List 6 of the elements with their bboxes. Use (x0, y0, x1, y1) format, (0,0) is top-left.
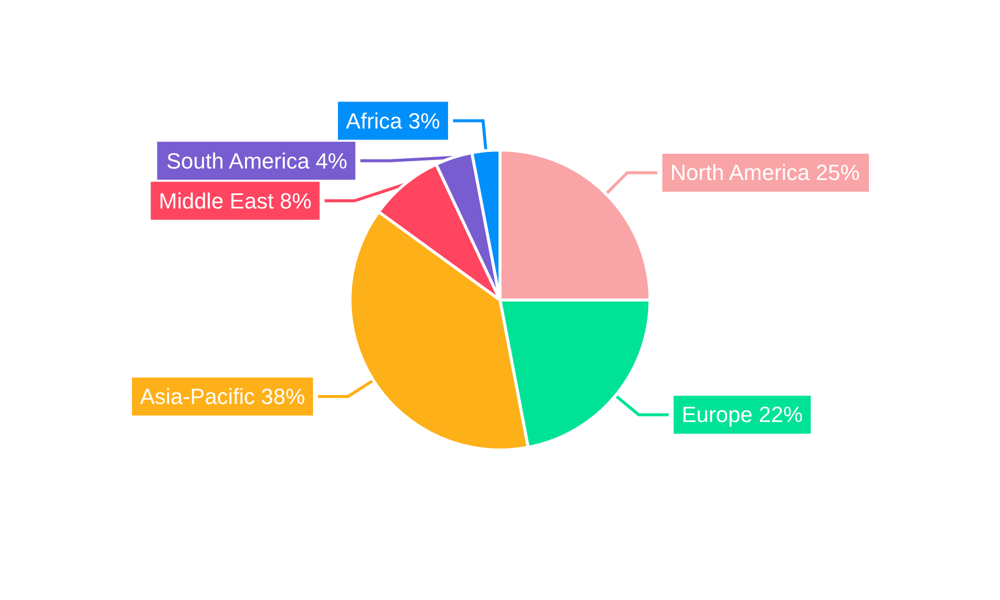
slice-label: Africa 3% (346, 108, 440, 134)
slice-label: South America 4% (166, 148, 348, 174)
slice-label: North America 25% (670, 160, 860, 186)
slice-label: Europe 22% (682, 402, 803, 428)
slice-label: Middle East 8% (158, 188, 312, 214)
slice-label: Asia-Pacific 38% (140, 384, 306, 409)
